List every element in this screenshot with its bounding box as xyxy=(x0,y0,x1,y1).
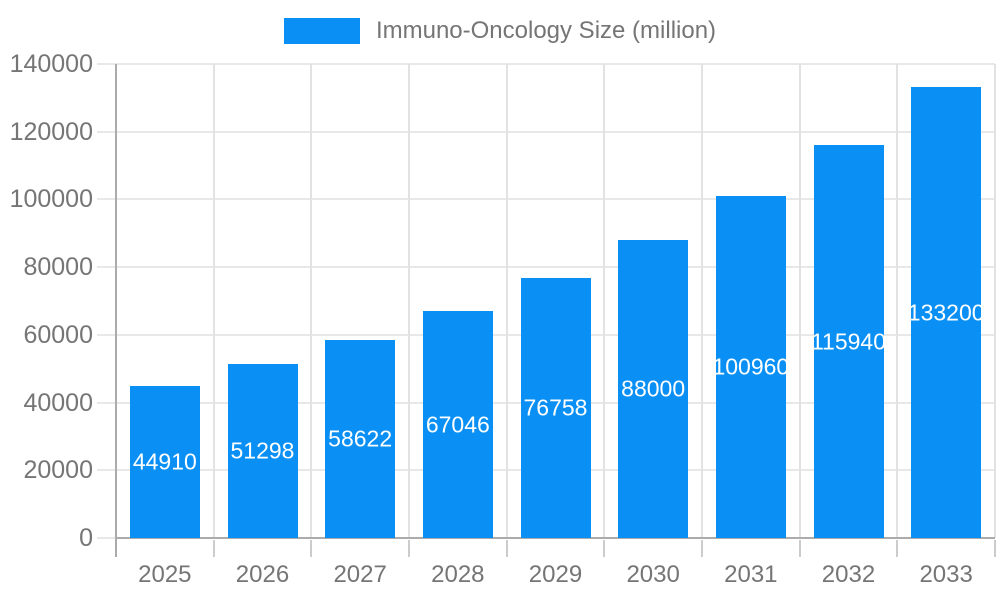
y-axis-tick-label: 0 xyxy=(79,524,93,552)
x-axis-tick xyxy=(994,540,996,557)
legend-swatch xyxy=(283,18,360,44)
x-axis-tick-label: 2028 xyxy=(431,561,485,588)
bar[interactable] xyxy=(520,278,591,538)
category-gridline xyxy=(701,64,703,538)
y-axis-line xyxy=(115,64,117,557)
x-axis-tick-label: 2031 xyxy=(724,561,778,588)
bar-value-label: 88000 xyxy=(621,375,686,402)
bar-value-label: 44910 xyxy=(132,448,197,475)
category-gridline xyxy=(408,64,410,538)
x-axis-tick xyxy=(798,540,801,557)
category-gridline xyxy=(994,64,996,538)
legend: Immuno-Oncology Size (million) xyxy=(0,17,1000,45)
category-gridline xyxy=(310,64,313,538)
bar-value-label: 100960 xyxy=(712,353,790,380)
x-axis-tick-label: 2027 xyxy=(333,561,387,588)
y-axis-tick-label: 140000 xyxy=(9,50,93,78)
bar[interactable] xyxy=(422,311,493,538)
bar[interactable] xyxy=(911,87,982,538)
bar[interactable] xyxy=(227,364,298,538)
legend-label: Immuno-Oncology Size (million) xyxy=(375,17,717,44)
x-axis-tick-label: 2026 xyxy=(235,561,290,588)
x-axis-line xyxy=(116,537,995,539)
bar-value-label: 67046 xyxy=(425,411,490,437)
bar[interactable] xyxy=(618,240,689,538)
y-axis-tick-label: 80000 xyxy=(23,253,93,282)
x-axis-tick xyxy=(310,540,313,557)
bar[interactable] xyxy=(129,385,200,538)
x-axis-tick xyxy=(212,540,215,557)
x-axis-tick xyxy=(505,540,508,557)
x-axis-tick-label: 2033 xyxy=(919,561,973,588)
bar-value-label: 51298 xyxy=(230,437,295,464)
x-axis-tick-label: 2029 xyxy=(528,561,583,588)
category-gridline xyxy=(603,64,606,538)
bar-value-label: 76758 xyxy=(523,394,588,421)
y-axis-tick-label: 20000 xyxy=(23,456,93,485)
bar-value-label: 115940 xyxy=(810,328,887,355)
y-gridline xyxy=(97,266,995,269)
y-axis-tick-label: 120000 xyxy=(9,117,93,146)
y-axis-tick-label: 40000 xyxy=(23,388,93,417)
y-gridline xyxy=(97,63,995,65)
y-gridline xyxy=(97,198,995,201)
category-gridline xyxy=(896,64,899,538)
x-axis-tick-label: 2032 xyxy=(821,561,876,588)
x-axis-tick-label: 2030 xyxy=(626,561,680,588)
bar[interactable] xyxy=(325,339,396,538)
bar-value-label: 133200 xyxy=(907,299,985,325)
category-gridline xyxy=(798,64,801,538)
x-axis-tick xyxy=(701,540,703,557)
y-axis-tick-label: 100000 xyxy=(9,185,93,214)
y-axis-tick-label: 60000 xyxy=(23,320,93,349)
x-axis-tick xyxy=(603,540,606,557)
x-axis-tick xyxy=(408,540,410,557)
category-gridline xyxy=(505,64,508,538)
bar[interactable] xyxy=(813,145,884,538)
y-gridline xyxy=(97,130,995,133)
x-axis-tick-label: 2025 xyxy=(138,561,192,588)
bar[interactable] xyxy=(715,196,786,538)
x-axis-tick xyxy=(896,540,899,557)
bar-value-label: 58622 xyxy=(328,425,393,452)
category-gridline xyxy=(212,64,215,538)
